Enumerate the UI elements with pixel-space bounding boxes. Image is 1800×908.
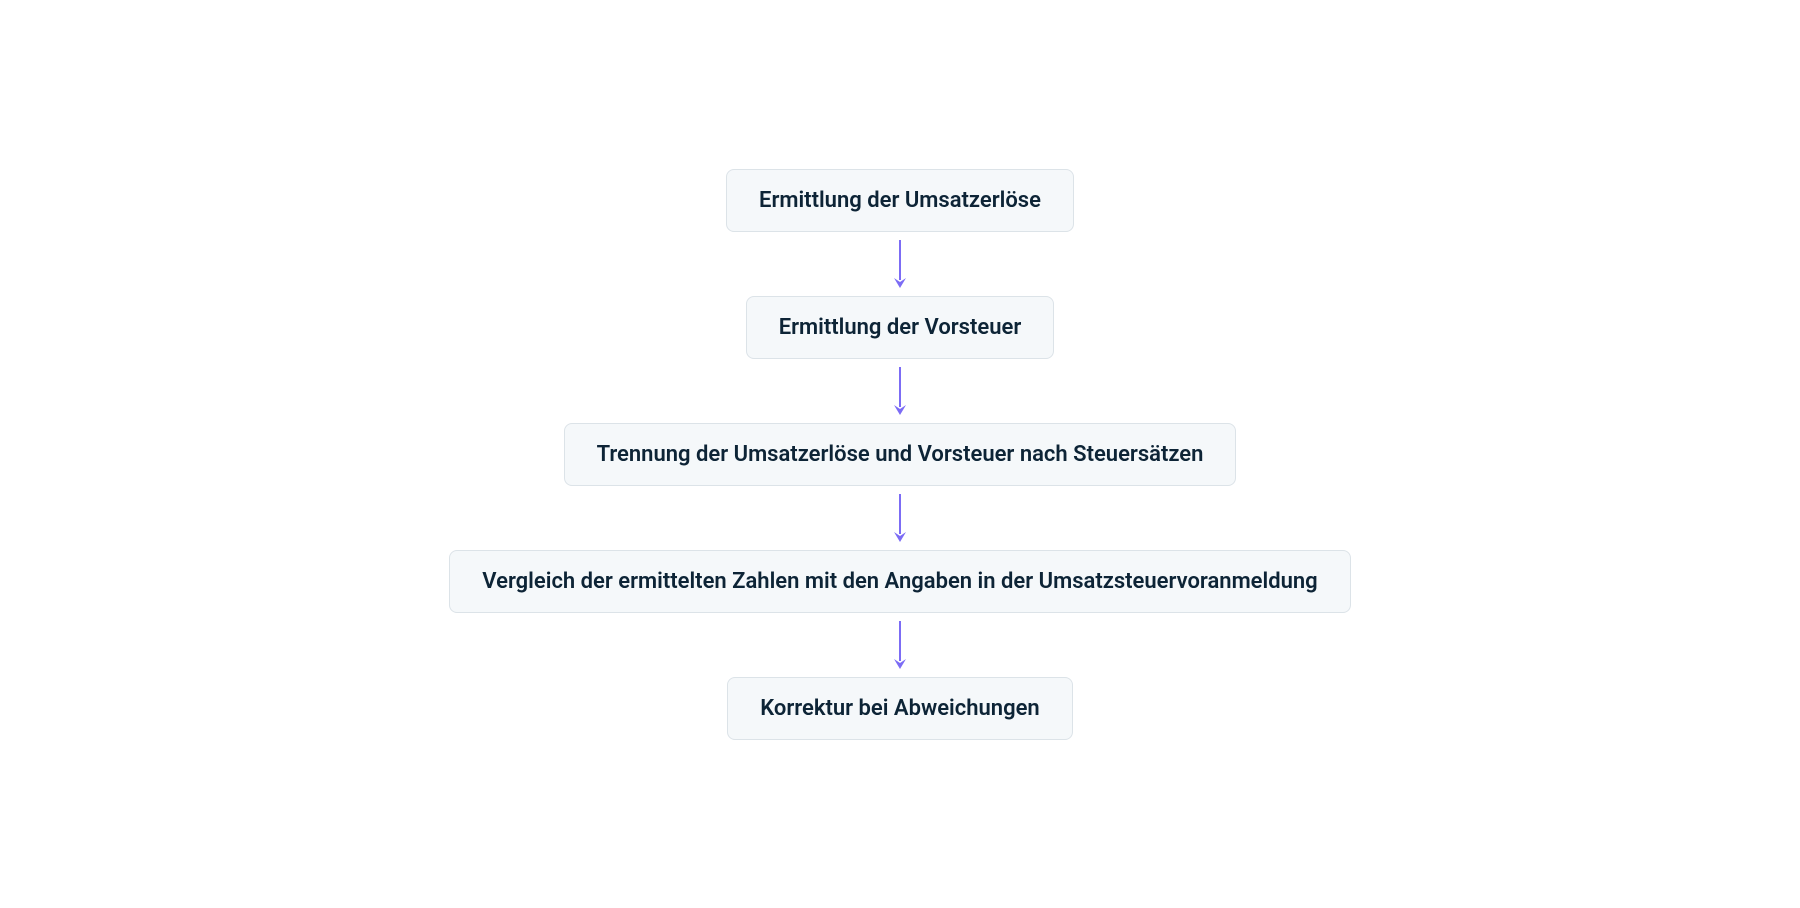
- arrow-icon: [890, 238, 910, 290]
- flowchart-node-3: Trennung der Umsatzerlöse und Vorsteuer …: [564, 423, 1237, 486]
- arrow-icon: [890, 492, 910, 544]
- flowchart-node-1: Ermittlung der Umsatzerlöse: [726, 169, 1074, 232]
- flowchart-node-4: Vergleich der ermittelten Zahlen mit den…: [449, 550, 1350, 613]
- arrow-icon: [890, 365, 910, 417]
- flowchart-node-5: Korrektur bei Abweichungen: [727, 677, 1072, 740]
- flowchart-container: Ermittlung der Umsatzerlöse Ermittlung d…: [409, 129, 1390, 780]
- flowchart-node-2: Ermittlung der Vorsteuer: [746, 296, 1055, 359]
- arrow-icon: [890, 619, 910, 671]
